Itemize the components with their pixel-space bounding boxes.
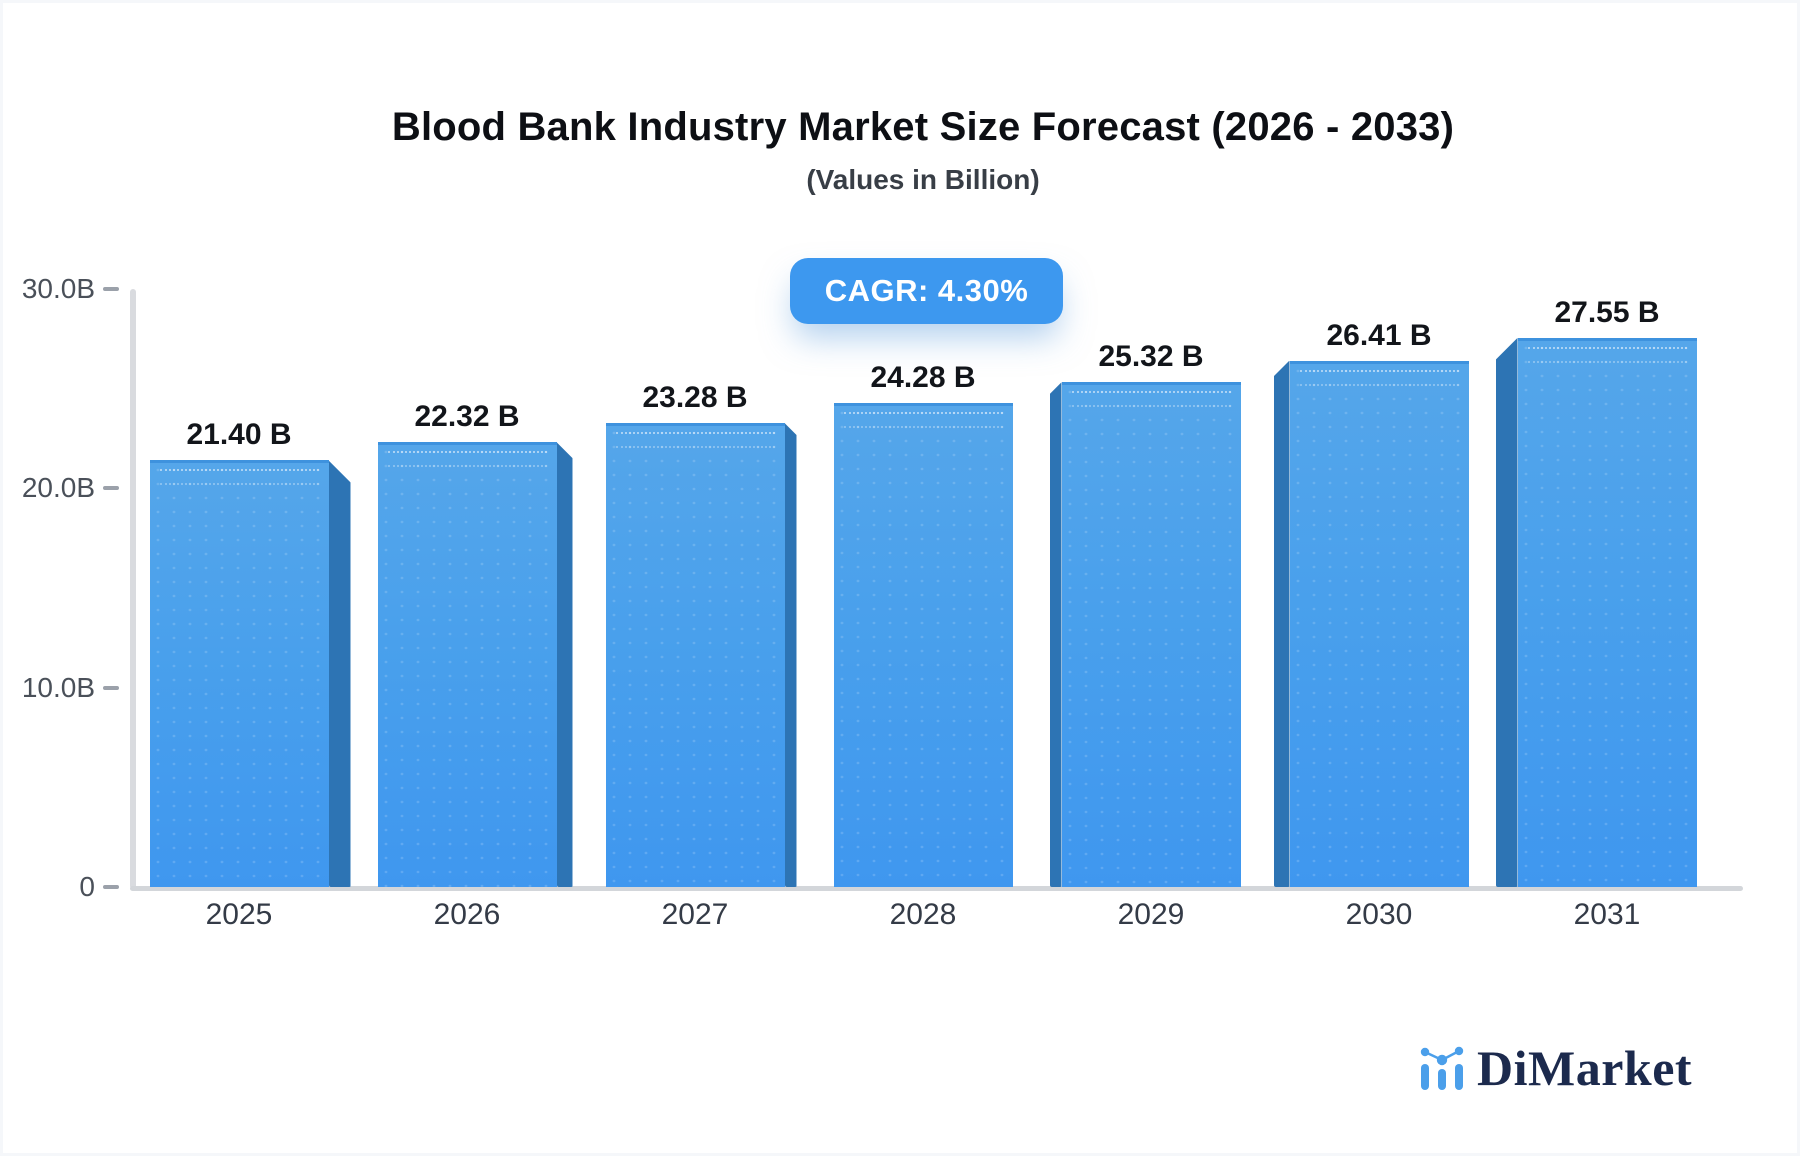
x-axis-label: 2031 [1573, 898, 1641, 931]
chart-subtitle: (Values in Billion) [806, 164, 1040, 195]
bar-2028 [833, 403, 1013, 887]
bar-value-label: 27.55 B [1554, 295, 1660, 329]
bar-face [1517, 337, 1697, 887]
bar-3d-side [1495, 337, 1518, 887]
y-axis-tick-label: 10.0B [21, 671, 95, 703]
y-axis-tick [103, 685, 119, 690]
cagr-badge: CAGR: 4.30% [790, 258, 1063, 324]
y-axis-tick [103, 287, 119, 291]
x-axis-line [130, 886, 1743, 891]
x-axis-label: 2026 [433, 898, 501, 931]
chart-header: Blood Bank Industry Market Size Forecast… [23, 104, 1800, 196]
bar-3d-side [556, 442, 573, 887]
bar-face [149, 460, 329, 887]
bar-3d-side [1273, 360, 1290, 887]
bar-value-label: 24.28 B [870, 361, 976, 395]
bar-face [1061, 382, 1241, 887]
chart-title: Blood Bank Industry Market Size Forecast… [391, 105, 1455, 149]
x-axis-label: 2027 [661, 898, 729, 931]
bar-3d-side [328, 460, 351, 887]
cagr-badge-label: CAGR: 4.30% [824, 273, 1029, 308]
bar-face [605, 422, 785, 887]
bar-face [377, 442, 557, 887]
bar-2030 [1273, 360, 1469, 887]
bar-3d-side [1049, 382, 1062, 887]
y-axis-tick [103, 486, 119, 491]
bar-2025 [149, 460, 351, 887]
y-axis-tick-label: 30.0B [21, 273, 95, 304]
bar-2027 [605, 422, 797, 887]
y-axis-tick-label: 0 [79, 871, 95, 902]
dimarket-logo-text: DiMarket [1477, 1040, 1693, 1096]
x-axis-label: 2030 [1345, 898, 1413, 931]
bar-value-label: 23.28 B [642, 380, 748, 414]
bar-face [833, 403, 1013, 887]
bar-2031 [1495, 337, 1697, 887]
bar-face [1289, 360, 1469, 887]
y-axis-tick [103, 885, 119, 889]
bar-3d-side [784, 422, 797, 887]
bar-value-label: 26.41 B [1326, 318, 1432, 352]
x-axis-label: 2029 [1117, 898, 1185, 931]
x-axis-label: 2028 [889, 898, 957, 931]
bar-value-label: 21.40 B [186, 418, 292, 452]
bar-value-label: 22.32 B [414, 400, 520, 434]
dimarket-logo: DiMarket [1420, 1040, 1693, 1096]
y-axis-tick-label: 20.0B [21, 472, 95, 504]
bar-2026 [377, 442, 573, 887]
x-axis-label: 2025 [205, 898, 273, 931]
bar-chart-logo-icon [1420, 1046, 1464, 1090]
bar-value-label: 25.32 B [1098, 340, 1204, 374]
bar-2029 [1049, 382, 1241, 887]
y-axis-line [130, 289, 136, 889]
